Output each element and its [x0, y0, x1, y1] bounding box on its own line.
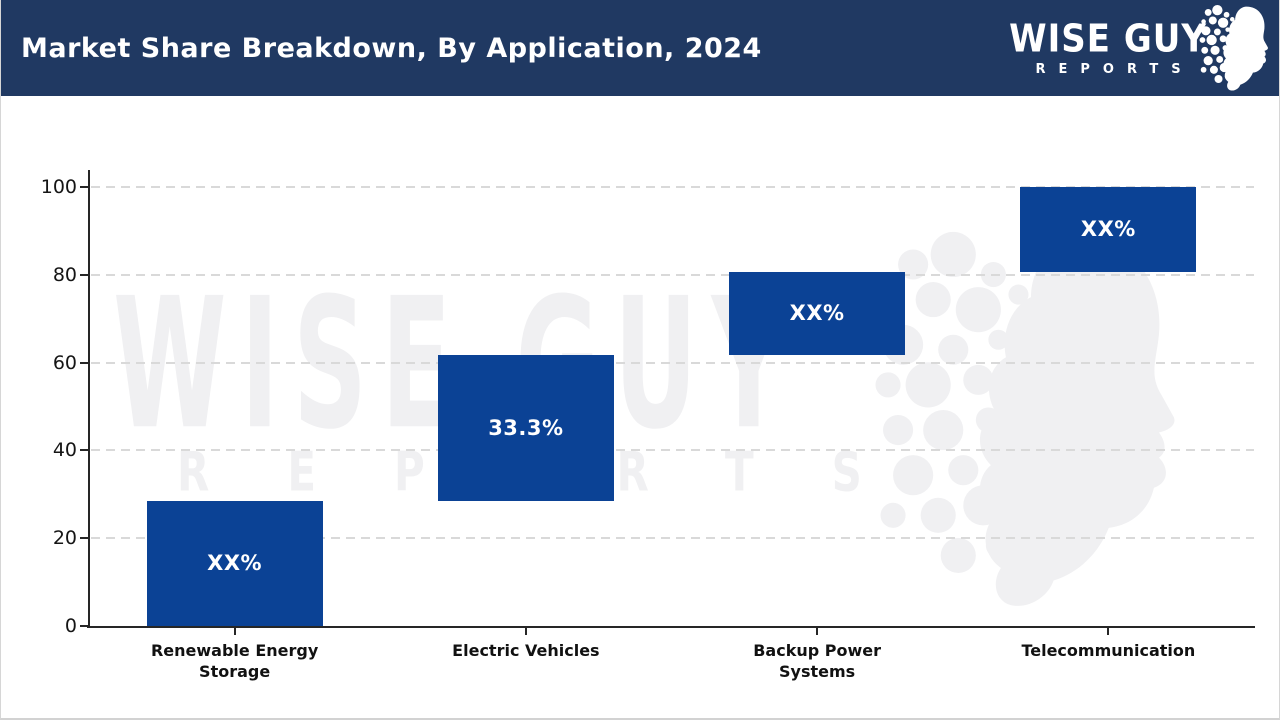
x-axis-spine: [87, 626, 1255, 628]
x-tick-label-3: Telecommunication: [968, 640, 1248, 661]
x-tick-label-line: Electric Vehicles: [452, 641, 600, 660]
logo-text: WISE GUY REPORTS: [1009, 16, 1207, 77]
x-tick-mark-2: [816, 628, 819, 635]
bar-value-label: 33.3%: [488, 415, 564, 440]
gridline-40: [91, 449, 1254, 452]
x-tick-mark-0: [233, 628, 236, 635]
page-title: Market Share Breakdown, By Application, …: [21, 32, 762, 64]
x-tick-label-line: Systems: [779, 662, 856, 681]
y-tick-label-100: 100: [40, 176, 77, 198]
x-tick-label-line: Storage: [199, 662, 271, 681]
logo-subtitle: REPORTS: [1035, 62, 1194, 77]
x-tick-mark-3: [1107, 628, 1110, 635]
bar-telecommunication: XX%: [1020, 187, 1197, 272]
y-tick-mark-100: [80, 186, 88, 188]
gridline-100: [91, 186, 1254, 188]
x-tick-label-line: Backup Power: [753, 641, 882, 660]
x-tick-label-2: Backup Power Systems: [677, 640, 957, 682]
y-tick-label-80: 80: [52, 263, 77, 286]
chart-area: WISE GUY REPORTS XX%33.3%XX%XX% 02040608…: [1, 96, 1279, 718]
gridline-80: [91, 273, 1254, 276]
gridline-60: [91, 361, 1254, 364]
y-tick-mark-60: [80, 361, 88, 364]
y-tick-mark-80: [80, 273, 88, 276]
y-tick-mark-20: [80, 537, 88, 540]
bar-electric-vehicles: 33.3%: [437, 354, 614, 501]
y-tick-label-40: 40: [52, 439, 77, 462]
y-tick-label-0: 0: [64, 615, 77, 637]
bar-backup-power-systems: XX%: [729, 271, 906, 355]
y-tick-label-60: 60: [52, 351, 77, 374]
bar-value-label: XX%: [789, 301, 845, 326]
y-tick-mark-40: [80, 449, 88, 452]
y-tick-mark-0: [80, 625, 88, 627]
header: Market Share Breakdown, By Application, …: [1, 0, 1279, 96]
logo-wordmark: WISE GUY: [1009, 16, 1207, 62]
x-tick-label-line: Renewable Energy: [150, 641, 319, 660]
bar-renewable-energy-storage: XX%: [146, 500, 323, 626]
logo-head-icon: [1199, 4, 1268, 91]
plot-area: XX% 33.3% XX% XX%: [89, 170, 1254, 626]
y-tick-label-20: 20: [52, 527, 77, 550]
x-tick-label-0: Renewable Energy Storage: [95, 640, 375, 682]
x-tick-label-1: Electric Vehicles: [386, 640, 666, 661]
bar-value-label: XX%: [207, 551, 263, 576]
y-axis-spine: [88, 170, 90, 628]
bar-value-label: XX%: [1080, 217, 1136, 242]
x-tick-label-line: Telecommunication: [1021, 641, 1196, 660]
wiseguy-logo: WISE GUY REPORTS: [1009, 4, 1269, 92]
x-tick-mark-1: [524, 628, 527, 635]
gridline-20: [91, 537, 1254, 540]
